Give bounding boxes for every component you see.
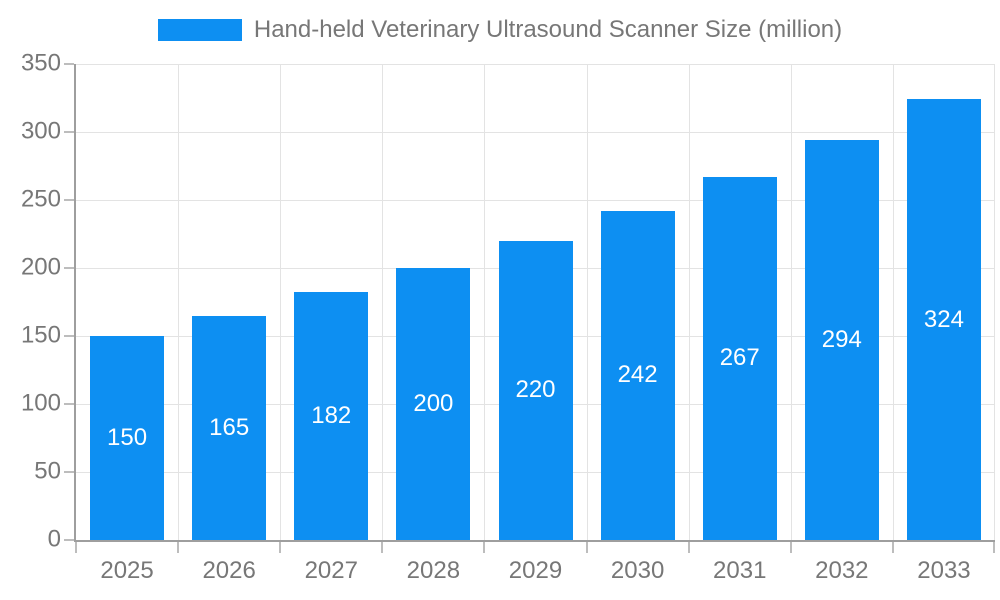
x-axis-tick [279, 542, 282, 553]
y-axis-label: 50 [34, 457, 61, 485]
gridline-vertical [586, 64, 588, 540]
y-axis-tick [64, 403, 74, 405]
x-axis-label: 2029 [508, 557, 563, 584]
bar-value-label: 267 [719, 344, 760, 372]
gridline-vertical [382, 64, 384, 540]
gridline-vertical [280, 64, 282, 540]
legend-label[interactable]: Hand-held Veterinary Ultrasound Scanner … [253, 16, 843, 43]
bar[interactable]: 182 [294, 292, 369, 540]
y-axis-label: 0 [47, 525, 61, 553]
gridline-vertical [484, 64, 486, 540]
x-axis-tick [177, 542, 180, 553]
bar-value-label: 182 [311, 402, 352, 430]
bar-value-label: 324 [923, 305, 964, 333]
x-axis-label: 2031 [713, 557, 767, 584]
bar-value-label: 200 [413, 390, 454, 417]
bar-value-label: 242 [617, 361, 658, 389]
gridline-horizontal [76, 63, 995, 65]
y-axis-tick [64, 335, 74, 337]
gridline-vertical [994, 64, 995, 540]
bar[interactable]: 220 [498, 240, 573, 540]
x-axis-label: 2030 [610, 557, 665, 584]
y-axis-label: 300 [20, 117, 61, 145]
gridline-vertical [790, 64, 792, 540]
y-axis-tick [64, 267, 74, 269]
bar[interactable]: 294 [804, 140, 879, 540]
x-axis-label: 2032 [815, 557, 869, 584]
x-axis-tick [585, 542, 588, 553]
x-axis-label: 2028 [406, 557, 461, 584]
y-axis-tick [64, 199, 74, 201]
bar-value-label: 294 [821, 326, 862, 354]
x-axis-tick [483, 542, 486, 553]
bar-value-label: 220 [515, 376, 556, 404]
bar[interactable]: 324 [906, 99, 981, 540]
y-axis-tick [64, 131, 74, 133]
bar[interactable]: 200 [396, 268, 471, 540]
x-axis-tick [75, 542, 77, 553]
y-axis-tick [64, 539, 74, 541]
bar[interactable]: 165 [192, 315, 267, 540]
y-axis-label: 100 [20, 389, 61, 417]
y-axis-label: 200 [20, 253, 61, 281]
bar[interactable]: 242 [600, 210, 675, 540]
x-axis-tick [381, 542, 384, 553]
gridline-vertical [892, 64, 894, 540]
x-axis-tick [891, 542, 894, 553]
gridline-horizontal [76, 199, 995, 201]
y-axis-tick [64, 63, 74, 65]
bar-value-label: 165 [209, 413, 250, 441]
plot-area: 0 50 100 150 200 250 300 350 150 2025 165 2026 182 20… [21, 49, 995, 584]
bar-value-label: 150 [107, 424, 148, 451]
x-axis-label: 2026 [202, 557, 256, 584]
y-axis-tick [64, 471, 74, 473]
gridline-horizontal [76, 131, 995, 133]
x-axis-tick [789, 542, 792, 553]
chart-legend[interactable]: Hand-held Veterinary Ultrasound Scanner … [0, 15, 1000, 45]
y-axis-label: 350 [20, 49, 61, 77]
legend-swatch[interactable] [157, 19, 242, 41]
bar[interactable]: 267 [702, 176, 777, 540]
y-axis-label: 150 [20, 321, 61, 349]
x-axis-tick [993, 542, 995, 553]
x-axis-label: 2033 [917, 557, 971, 584]
y-axis-label: 250 [20, 185, 61, 213]
gridline-vertical [178, 64, 180, 540]
x-axis-label: 2025 [100, 557, 154, 584]
x-axis-tick [687, 542, 690, 553]
x-axis-label: 2027 [304, 557, 358, 584]
bar[interactable]: 150 [90, 336, 165, 540]
gridline-vertical [688, 64, 690, 540]
